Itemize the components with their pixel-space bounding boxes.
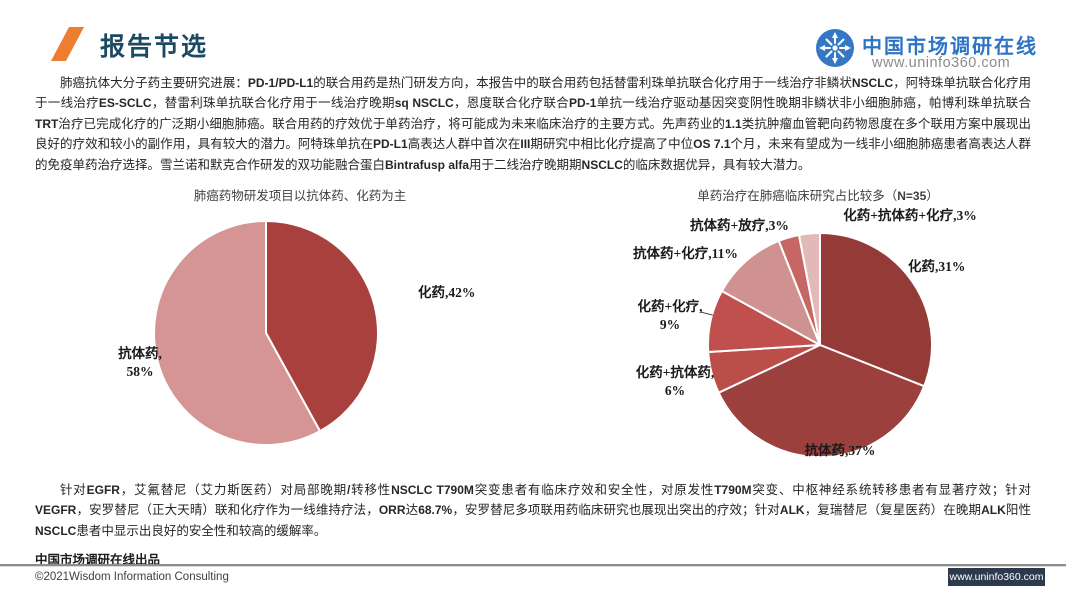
pie-chart-clinical-monotherapy: 单药治疗在肺癌临床研究占比较多（N=35） 化药,31% 抗体药,37% 化药+… — [570, 185, 1066, 470]
pie-label-huayao-kangtiyao-6: 化药+抗体药, 6% — [635, 365, 715, 398]
right-pie — [707, 232, 933, 458]
page-title: 报告节选 — [100, 33, 209, 61]
pie-slice-4 — [720, 239, 821, 346]
accent-slash-icon — [50, 27, 85, 61]
pie-slice-0 — [265, 220, 379, 433]
right-chart-title: 单药治疗在肺癌临床研究占比较多（N=35） — [697, 189, 939, 203]
brand-url-link[interactable]: www.uninfo360.com — [872, 55, 1011, 71]
brand-logo: 中国市场调研在线 www.uninfo360.com — [815, 28, 1055, 73]
pie-label-huayao-hualiao-9: 化药+化疗, 9% — [637, 299, 703, 332]
pie-label-kangtiyao-fangliao-3: 抗体药+放疗,3% — [690, 218, 789, 233]
pie-slice-6 — [798, 232, 821, 346]
pie-label-kangtiyao-hualiao-11: 抗体药+化疗,11% — [633, 246, 738, 261]
intro-paragraph: 肺癌抗体大分子药主要研究进展：PD-1/PD-L1的联合用药是热门研发方向，本报… — [35, 76, 1031, 172]
pie-slice-1 — [717, 344, 926, 458]
compass-logo-icon — [816, 29, 854, 67]
footer-divider — [0, 564, 1066, 567]
pie-slice-1 — [153, 220, 321, 446]
site-badge-link[interactable]: www.uninfo360.com — [948, 568, 1045, 586]
pie-label-huayao-42: 化药,42% — [418, 285, 476, 300]
pie-label-huayao-kangtiyao-hualiao-3: 化药+抗体药+化疗,3% — [843, 208, 977, 223]
targeted-therapy-paragraph: 针对EGFR，艾氟替尼（艾力斯医药）对局部晚期/转移性NSCLC T790M突变… — [35, 483, 1031, 538]
pie-slice-0 — [819, 232, 933, 388]
left-pie — [153, 220, 379, 446]
pie-label-kangtiyao-58: 抗体药, 58% — [118, 346, 162, 379]
left-chart-title: 肺癌药物研发项目以抗体药、化药为主 — [193, 189, 407, 203]
pie-label-kangtiyao-37: 抗体药,37% — [804, 443, 876, 458]
producer-line: 中国市场调研在线出品 — [35, 553, 161, 567]
pie-label-huayao-31: 化药,31% — [908, 259, 966, 274]
copyright-text: ©2021Wisdom Information Consulting — [35, 571, 229, 583]
pie-chart-rd-projects: 肺癌药物研发项目以抗体药、化药为主 化药,42% 抗体药, 58% — [35, 185, 565, 470]
brand-name: 中国市场调研在线 — [862, 36, 1038, 58]
